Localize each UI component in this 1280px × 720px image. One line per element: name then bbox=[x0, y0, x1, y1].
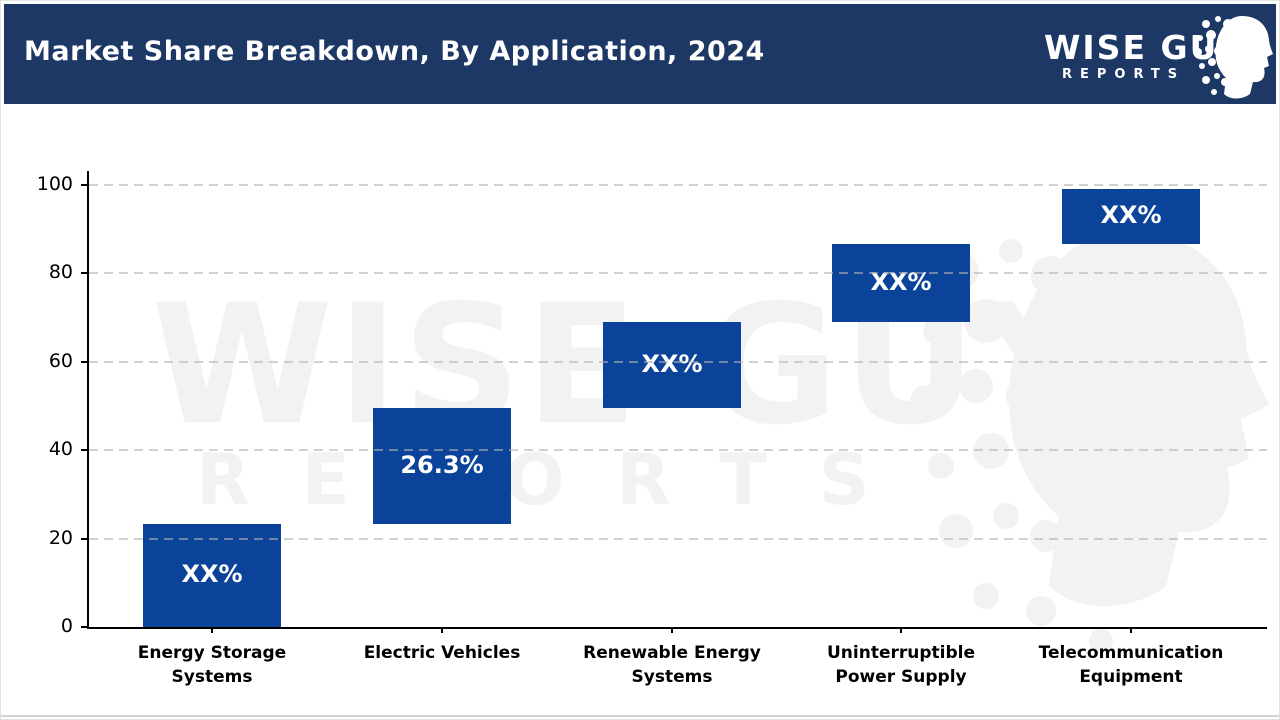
y-tick-label: 100 bbox=[36, 173, 73, 195]
y-tick-label: 0 bbox=[60, 615, 73, 637]
x-tick-mark bbox=[1130, 627, 1132, 633]
x-axis-category-label: Electric Vehicles bbox=[363, 643, 521, 663]
y-tick-label: 20 bbox=[48, 526, 73, 549]
x-tick-mark bbox=[671, 627, 673, 633]
chart-title: Market Share Breakdown, By Application, … bbox=[24, 36, 765, 67]
watermark-tagline: REPORTS bbox=[196, 439, 922, 521]
x-axis-category-label: Energy Storage Systems bbox=[137, 643, 287, 687]
y-tick-mark bbox=[81, 272, 87, 275]
bar-value-label: XX% bbox=[1100, 201, 1162, 230]
y-tick-label: 60 bbox=[48, 349, 73, 372]
bar-segment: XX% bbox=[1062, 188, 1200, 245]
gridline bbox=[89, 184, 1267, 186]
bar-segment: XX% bbox=[603, 322, 741, 408]
x-axis-category-label: Uninterruptible Power Supply bbox=[826, 643, 975, 687]
x-axis-spine bbox=[87, 627, 1267, 629]
bar-segment: 26.3% bbox=[373, 407, 511, 524]
x-axis-category-label: Telecommunication Equipment bbox=[1038, 643, 1224, 687]
logo-tagline: REPORTS bbox=[1062, 67, 1186, 82]
y-tick-mark bbox=[81, 184, 87, 186]
y-tick-mark bbox=[81, 537, 87, 540]
gridline bbox=[89, 360, 1267, 363]
bar-value-label: XX% bbox=[641, 350, 703, 379]
y-axis-spine bbox=[87, 171, 89, 629]
y-tick-label: 40 bbox=[48, 438, 73, 461]
y-tick-mark bbox=[81, 449, 87, 452]
wiseguy-face-icon bbox=[1194, 16, 1273, 99]
bottom-divider bbox=[1, 715, 1279, 717]
y-tick-label: 80 bbox=[48, 261, 73, 284]
gridline bbox=[89, 537, 1267, 540]
x-tick-mark bbox=[900, 627, 902, 633]
x-tick-mark bbox=[441, 627, 443, 633]
header-band: Market Share Breakdown, By Application, … bbox=[4, 4, 1276, 104]
gridline bbox=[89, 449, 1267, 452]
bar-segment: XX% bbox=[143, 524, 281, 627]
x-tick-mark bbox=[211, 627, 213, 633]
bar-segment: XX% bbox=[832, 244, 970, 323]
bar-value-label: 26.3% bbox=[400, 450, 484, 479]
bar-value-label: XX% bbox=[181, 560, 243, 589]
y-tick-mark bbox=[81, 360, 87, 363]
gridline bbox=[89, 272, 1267, 275]
y-tick-mark bbox=[81, 626, 87, 628]
x-axis-category-label: Renewable Energy Systems bbox=[583, 643, 761, 687]
